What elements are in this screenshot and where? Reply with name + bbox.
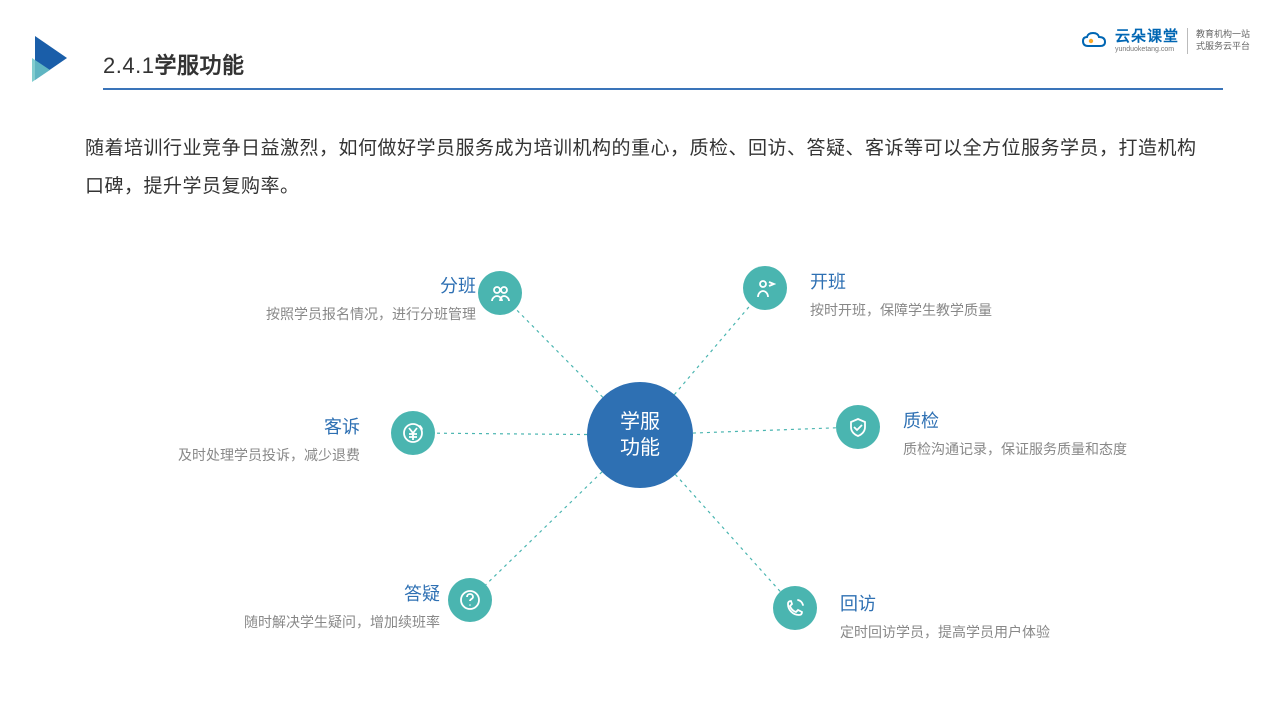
node-title: 质检: [903, 407, 1127, 433]
header-triangle-light-icon: [32, 58, 50, 82]
node-title: 回访: [840, 590, 1050, 616]
node-kaiban: [743, 266, 787, 310]
node-fenban: [478, 271, 522, 315]
node-dayi: [448, 578, 492, 622]
node-title: 客诉: [178, 413, 360, 439]
node-desc: 定时回访学员，提高学员用户体验: [840, 622, 1050, 642]
label-kaiban: 开班按时开班，保障学生教学质量: [810, 268, 992, 320]
cloud-icon: [1081, 31, 1107, 51]
node-title: 答疑: [244, 580, 440, 606]
logo-divider: [1187, 28, 1188, 54]
logo-tagline: 教育机构一站 式服务云平台: [1196, 29, 1250, 52]
node-desc: 质检沟通记录，保证服务质量和态度: [903, 439, 1127, 459]
node-zhijian: [836, 405, 880, 449]
node-title: 开班: [810, 268, 992, 294]
node-huifang: [773, 586, 817, 630]
node-desc: 按时开班，保障学生教学质量: [810, 300, 992, 320]
brand-logo: 云朵课堂 yunduoketang.com 教育机构一站 式服务云平台: [1081, 28, 1250, 54]
center-hub: 学服功能: [587, 382, 693, 488]
label-fenban: 分班按照学员报名情况，进行分班管理: [266, 272, 476, 324]
label-huifang: 回访定时回访学员，提高学员用户体验: [840, 590, 1050, 642]
hub-spoke-diagram: 学服功能 分班按照学员报名情况，进行分班管理 开班按时开班，保障学生教学质量客诉及时…: [0, 230, 1280, 690]
slide-title: 2.4.1学服功能: [103, 48, 1200, 90]
title-underline: [103, 88, 1223, 90]
intro-paragraph: 随着培训行业竞争日益激烈，如何做好学员服务成为培训机构的重心，质检、回访、答疑、…: [85, 130, 1210, 206]
slide: 2.4.1学服功能 云朵课堂 yunduoketang.com 教育机构一站 式…: [0, 0, 1280, 720]
logo-url: yunduoketang.com: [1115, 46, 1179, 53]
node-desc: 按照学员报名情况，进行分班管理: [266, 304, 476, 324]
node-desc: 随时解决学生疑问，增加续班率: [244, 612, 440, 632]
label-dayi: 答疑随时解决学生疑问，增加续班率: [244, 580, 440, 632]
section-number: 2.4.1: [103, 53, 154, 78]
section-title: 学服功能: [154, 53, 244, 78]
label-zhijian: 质检质检沟通记录，保证服务质量和态度: [903, 407, 1127, 459]
label-kesu: 客诉及时处理学员投诉，减少退费: [178, 413, 360, 465]
logo-brand-text: 云朵课堂: [1115, 29, 1179, 44]
node-title: 分班: [266, 272, 476, 298]
node-kesu: [391, 411, 435, 455]
node-desc: 及时处理学员投诉，减少退费: [178, 445, 360, 465]
